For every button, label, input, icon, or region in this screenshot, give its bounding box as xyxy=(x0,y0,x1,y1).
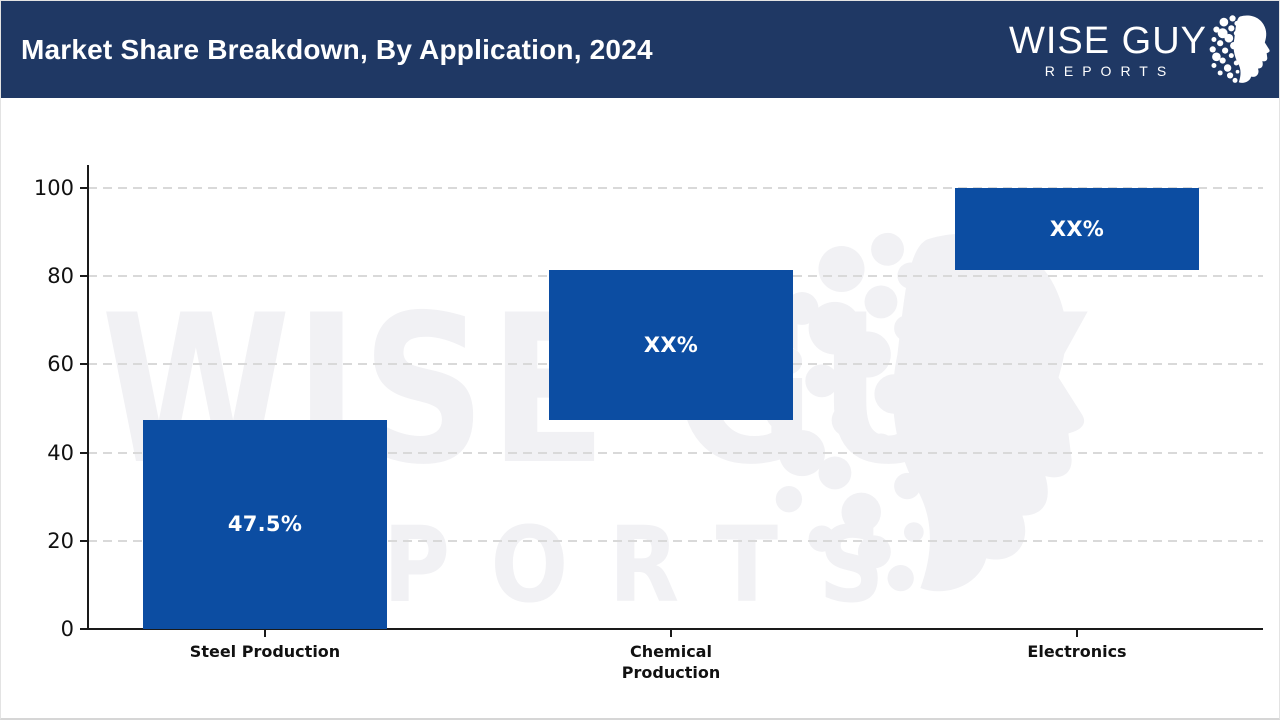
y-tick-mark xyxy=(80,363,88,366)
chart-title: Market Share Breakdown, By Application, … xyxy=(21,33,653,65)
x-category-label: Chemical Production xyxy=(621,642,721,682)
bar: XX% xyxy=(549,269,793,420)
y-tick-mark xyxy=(80,187,88,189)
bar: XX% xyxy=(955,188,1199,270)
y-tick-label: 40 xyxy=(47,440,74,465)
logo-wordmark: WISE GUY xyxy=(1008,19,1207,62)
x-tick-mark xyxy=(1076,629,1078,637)
y-tick-mark xyxy=(80,539,88,542)
y-tick-label: 80 xyxy=(47,264,74,289)
y-axis-line xyxy=(87,165,89,629)
x-tick-mark xyxy=(670,629,672,637)
gridline xyxy=(88,187,1263,189)
y-tick-mark xyxy=(80,628,88,630)
bar-value-label: 47.5% xyxy=(227,512,303,537)
x-category-label: Steel Production xyxy=(189,642,341,661)
header-bar: Market Share Breakdown, By Application, … xyxy=(1,1,1279,98)
x-axis-line xyxy=(87,628,1263,630)
logo-head-icon xyxy=(1209,14,1270,83)
wiseguy-logo: WISE GUY REPORTS xyxy=(1009,13,1271,87)
y-tick-label: 0 xyxy=(60,617,74,641)
x-tick-mark xyxy=(264,629,266,637)
x-category-label: Electronics xyxy=(1027,642,1127,661)
gridline xyxy=(88,451,1263,454)
bar-value-label: XX% xyxy=(1049,216,1105,241)
bar-value-label: XX% xyxy=(643,332,699,357)
logo-subtext: REPORTS xyxy=(1044,62,1176,79)
y-tick-mark xyxy=(80,275,88,278)
y-tick-mark xyxy=(80,451,88,454)
y-tick-label: 100 xyxy=(33,176,74,200)
y-tick-label: 20 xyxy=(47,528,74,553)
y-tick-label: 60 xyxy=(47,352,74,377)
bar: 47.5% xyxy=(143,419,387,629)
gridline xyxy=(88,539,1263,542)
watermark-head-icon xyxy=(765,232,1085,592)
